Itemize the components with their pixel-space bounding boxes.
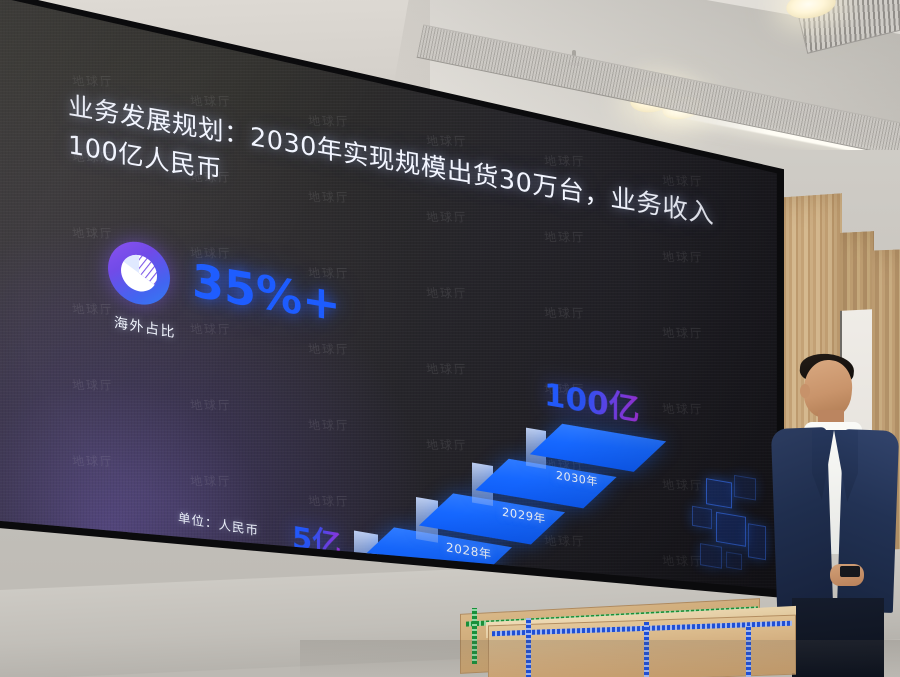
- watermark: 地球厅: [425, 57, 469, 73]
- watermark: 地球厅: [189, 549, 233, 565]
- step-year-label: 2027年: [386, 578, 434, 602]
- step-year-label: 2026年: [296, 612, 347, 626]
- presentation-slide: 地球厅 地球厅 地球厅 地球厅 地球厅 地球厅 地球厅 地球厅 地球厅 地球厅 …: [0, 0, 780, 626]
- presenter-ear: [800, 384, 810, 398]
- watermark: 地球厅: [307, 37, 351, 53]
- watermark: 地球厅: [661, 97, 705, 113]
- presenter: [768, 351, 900, 677]
- packing-strap: [746, 626, 751, 677]
- floor-shadow: [300, 640, 900, 677]
- kpi-overseas-share: 35%+: [108, 236, 341, 338]
- packing-strap: [644, 622, 649, 677]
- step-value-label: 100亿: [544, 369, 640, 430]
- decorative-cube-graphic: [686, 465, 777, 590]
- presenter-trousers: [792, 598, 884, 677]
- watermark: 地球厅: [543, 77, 587, 93]
- watermark: 地球厅: [425, 587, 469, 589]
- watermark: 地球厅: [779, 115, 780, 133]
- presenter-clicker-device: [840, 566, 860, 577]
- cardboard-boxes: [452, 598, 800, 677]
- pie-chart-icon: [108, 236, 170, 310]
- packing-strap: [526, 618, 531, 677]
- watermark: 地球厅: [307, 569, 351, 585]
- led-video-wall[interactable]: 地球厅 地球厅 地球厅 地球厅 地球厅 地球厅 地球厅 地球厅 地球厅 地球厅 …: [0, 0, 784, 630]
- packing-strap: [472, 608, 477, 664]
- watermark: 地球厅: [189, 17, 233, 33]
